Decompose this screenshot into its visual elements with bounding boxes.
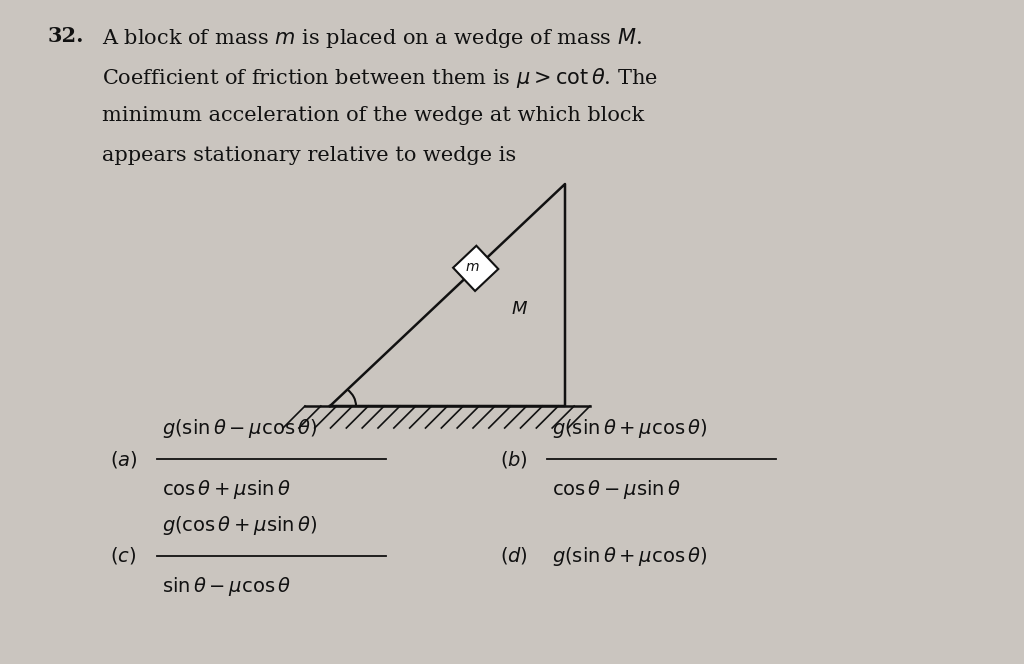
Polygon shape xyxy=(453,246,499,291)
Text: $m$: $m$ xyxy=(466,260,480,274)
Text: minimum acceleration of the wedge at which block: minimum acceleration of the wedge at whi… xyxy=(102,106,644,125)
Text: A block of mass $m$ is placed on a wedge of mass $M$.: A block of mass $m$ is placed on a wedge… xyxy=(102,26,642,50)
Text: $M$: $M$ xyxy=(511,300,528,318)
Text: $\cos\theta + \mu\sin\theta$: $\cos\theta + \mu\sin\theta$ xyxy=(162,478,291,501)
Text: $g(\sin\theta + \mu\cos\theta)$: $g(\sin\theta + \mu\cos\theta)$ xyxy=(552,544,708,568)
Text: $(d)$: $(d)$ xyxy=(500,546,528,566)
Text: $\sin\theta - \mu\cos\theta$: $\sin\theta - \mu\cos\theta$ xyxy=(162,575,291,598)
Text: $(b)$: $(b)$ xyxy=(500,448,528,469)
Text: 32.: 32. xyxy=(48,26,85,46)
Text: Coefficient of friction between them is $\mu > \cot\theta$. The: Coefficient of friction between them is … xyxy=(102,66,657,90)
Text: $g(\cos\theta + \mu\sin\theta)$: $g(\cos\theta + \mu\sin\theta)$ xyxy=(162,514,317,537)
Text: $\cos\theta - \mu\sin\theta$: $\cos\theta - \mu\sin\theta$ xyxy=(552,478,681,501)
Text: $(a)$: $(a)$ xyxy=(110,448,137,469)
Text: appears stationary relative to wedge is: appears stationary relative to wedge is xyxy=(102,146,516,165)
Text: $g(\sin\theta + \mu\cos\theta)$: $g(\sin\theta + \mu\cos\theta)$ xyxy=(552,417,708,440)
Text: $g(\sin\theta - \mu\cos\theta)$: $g(\sin\theta - \mu\cos\theta)$ xyxy=(162,417,317,440)
Text: $(c)$: $(c)$ xyxy=(110,546,136,566)
